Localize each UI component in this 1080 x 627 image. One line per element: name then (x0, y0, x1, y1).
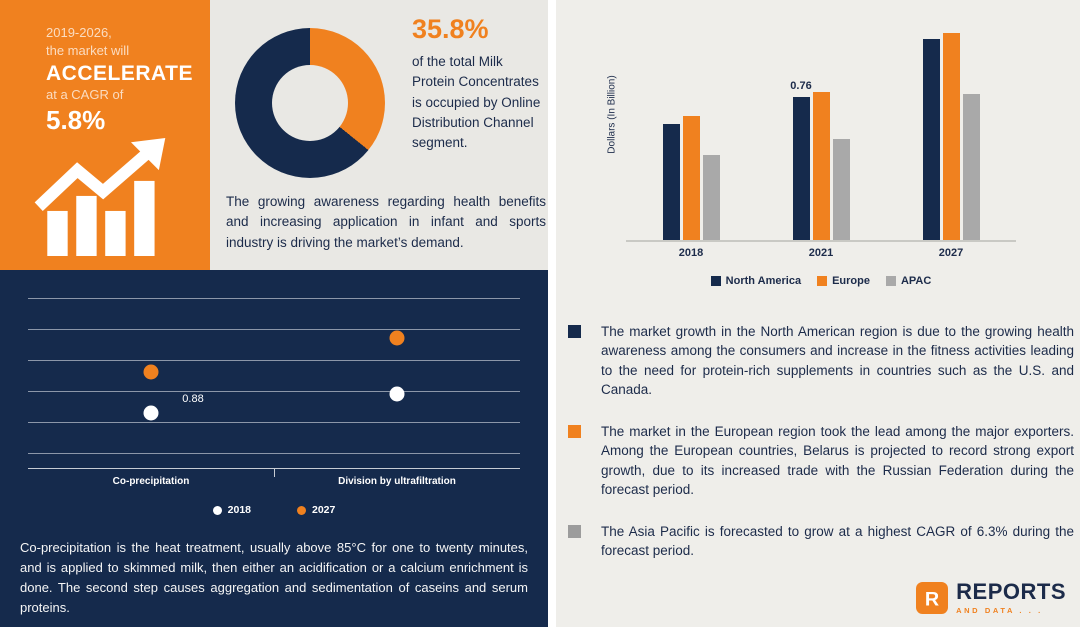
bar-north-america-2018 (662, 123, 680, 240)
legend-label: 2018 (227, 504, 251, 516)
donut-chart (235, 28, 385, 178)
bullet-europe: The market in the European region took t… (568, 422, 1074, 500)
dot-plot-legend: 2018 2027 (0, 504, 548, 516)
bullet-square (568, 524, 581, 538)
bar-category-label: 2021 (808, 247, 834, 259)
market-driver-note: The growing awareness regarding health b… (226, 194, 546, 250)
bar-europe-2018 (682, 116, 700, 240)
legend-dot (297, 505, 306, 515)
bar-group-2027 (922, 24, 980, 240)
callout-intro-line1: 2019-2026, (46, 25, 112, 40)
dot-plot-category-label: Co-precipitation (112, 476, 190, 487)
donut-percent-label: 35.8% (412, 14, 489, 44)
top-summary-area: 2019-2026, the market will ACCELERATE at… (0, 0, 548, 270)
donut-hole (272, 65, 348, 141)
legend-swatch (817, 276, 828, 286)
bar-apac-2018 (702, 155, 720, 240)
bar-europe-2021 (812, 91, 830, 240)
logo-tagline: AND DATA . . . (956, 606, 1043, 615)
callout-cagr-value: 5.8% (46, 104, 106, 135)
dot-plot-categories: Co-precipitation Division by ultrafiltrat… (28, 476, 520, 487)
bar-chart-y-axis-label: Dollars (In Billion) (606, 75, 618, 154)
logo-name: REPORTS (956, 579, 1066, 604)
dot-plot-category-label: Division by ultrafiltration (338, 476, 456, 487)
legend-label: North America (725, 275, 802, 287)
legend-label: APAC (900, 275, 932, 287)
dot-value-label: 0.88 (182, 392, 204, 405)
dot-plot-axis (28, 468, 520, 477)
bullet-north-america: The market growth in the North American … (568, 322, 1074, 400)
dot-plot-gridline (28, 391, 520, 392)
bullet-apac: The Asia Pacific is forecasted to grow a… (568, 522, 1074, 561)
reports-and-data-logo-icon: R (916, 582, 949, 614)
dot-2018 (143, 405, 159, 421)
reports-and-data-logo: R REPORTS AND DATA . . . (916, 581, 1066, 615)
bar-value-label: 0.76 (790, 80, 812, 93)
dot-plot-gridline (28, 360, 520, 361)
dot-2027 (389, 330, 405, 346)
legend-dot (212, 505, 222, 515)
bar-apac-2021 (832, 138, 850, 240)
bar-group-2021: 0.76 (790, 24, 850, 240)
donut-description: of the total Milk Protein Concentrates i… (412, 54, 541, 150)
dot-plot-gridline (28, 422, 520, 423)
dot-plot-gridline (28, 453, 520, 454)
callout-headline: ACCELERATE (46, 62, 193, 86)
svg-text:R: R (925, 589, 939, 611)
legend-swatch (885, 276, 896, 286)
bar-legend-item: Europe (817, 275, 870, 287)
bullet-text: The market in the European region took t… (601, 423, 1074, 498)
dot-plot-area: 0.88 (28, 298, 520, 454)
co-precipitation-note: Co-precipitation is the heat treatment, … (20, 540, 528, 616)
cagr-callout: 2019-2026, the market will ACCELERATE at… (0, 0, 210, 270)
legend-swatch (710, 276, 721, 286)
dot-plot-gridline (28, 329, 520, 330)
bar-group-2018 (662, 24, 720, 240)
process-comparison-panel: 0.88 Co-precipitation Division by ultrafi… (0, 270, 548, 627)
bar-north-america-2021: 0.76 (790, 80, 812, 240)
legend-label: 2027 (312, 504, 336, 516)
dot-2018 (389, 386, 405, 402)
bar-chart-legend: North America Europe APAC (626, 275, 1016, 287)
bar-north-america-2027 (922, 39, 940, 240)
bar-category-label: 2018 (678, 247, 704, 259)
dot-plot-legend-item: 2018 (212, 504, 251, 516)
logo-text: REPORTS AND DATA . . . (956, 579, 1066, 616)
bullet-text: The market growth in the North American … (601, 324, 1074, 398)
bar-chart: Dollars (In Billion) 0.76 2018 2021 2027 N… (586, 24, 1046, 287)
legend-label: Europe (832, 275, 870, 287)
bullet-square (568, 325, 581, 338)
bar-chart-categories: 2018 2021 2027 (626, 247, 1016, 259)
dot-plot-gridline (28, 298, 520, 299)
callout-intro-line2: the market will (46, 42, 130, 58)
bar-legend-item: APAC (885, 275, 932, 287)
bar-category-label: 2027 (938, 247, 964, 259)
bullet-square (568, 424, 581, 438)
bar-chart-plot: 0.76 (626, 24, 1016, 242)
dot-2027 (143, 364, 159, 380)
bar-europe-2027 (942, 33, 960, 240)
dot-plot-legend-item: 2027 (297, 504, 335, 516)
region-bullet-list: The market growth in the North American … (568, 322, 1074, 560)
callout-sub: at a CAGR of (46, 87, 124, 103)
left-column: 2019-2026, the market will ACCELERATE at… (0, 0, 548, 627)
bar-legend-item: North America (710, 275, 802, 287)
bullet-text: The Asia Pacific is forecasted to grow a… (601, 523, 1074, 558)
right-column: Dollars (In Billion) 0.76 2018 2021 2027 N… (556, 0, 1080, 627)
bar-apac-2027 (962, 93, 980, 240)
axis-tick (274, 469, 275, 477)
growth-arrow-icon (34, 138, 166, 256)
